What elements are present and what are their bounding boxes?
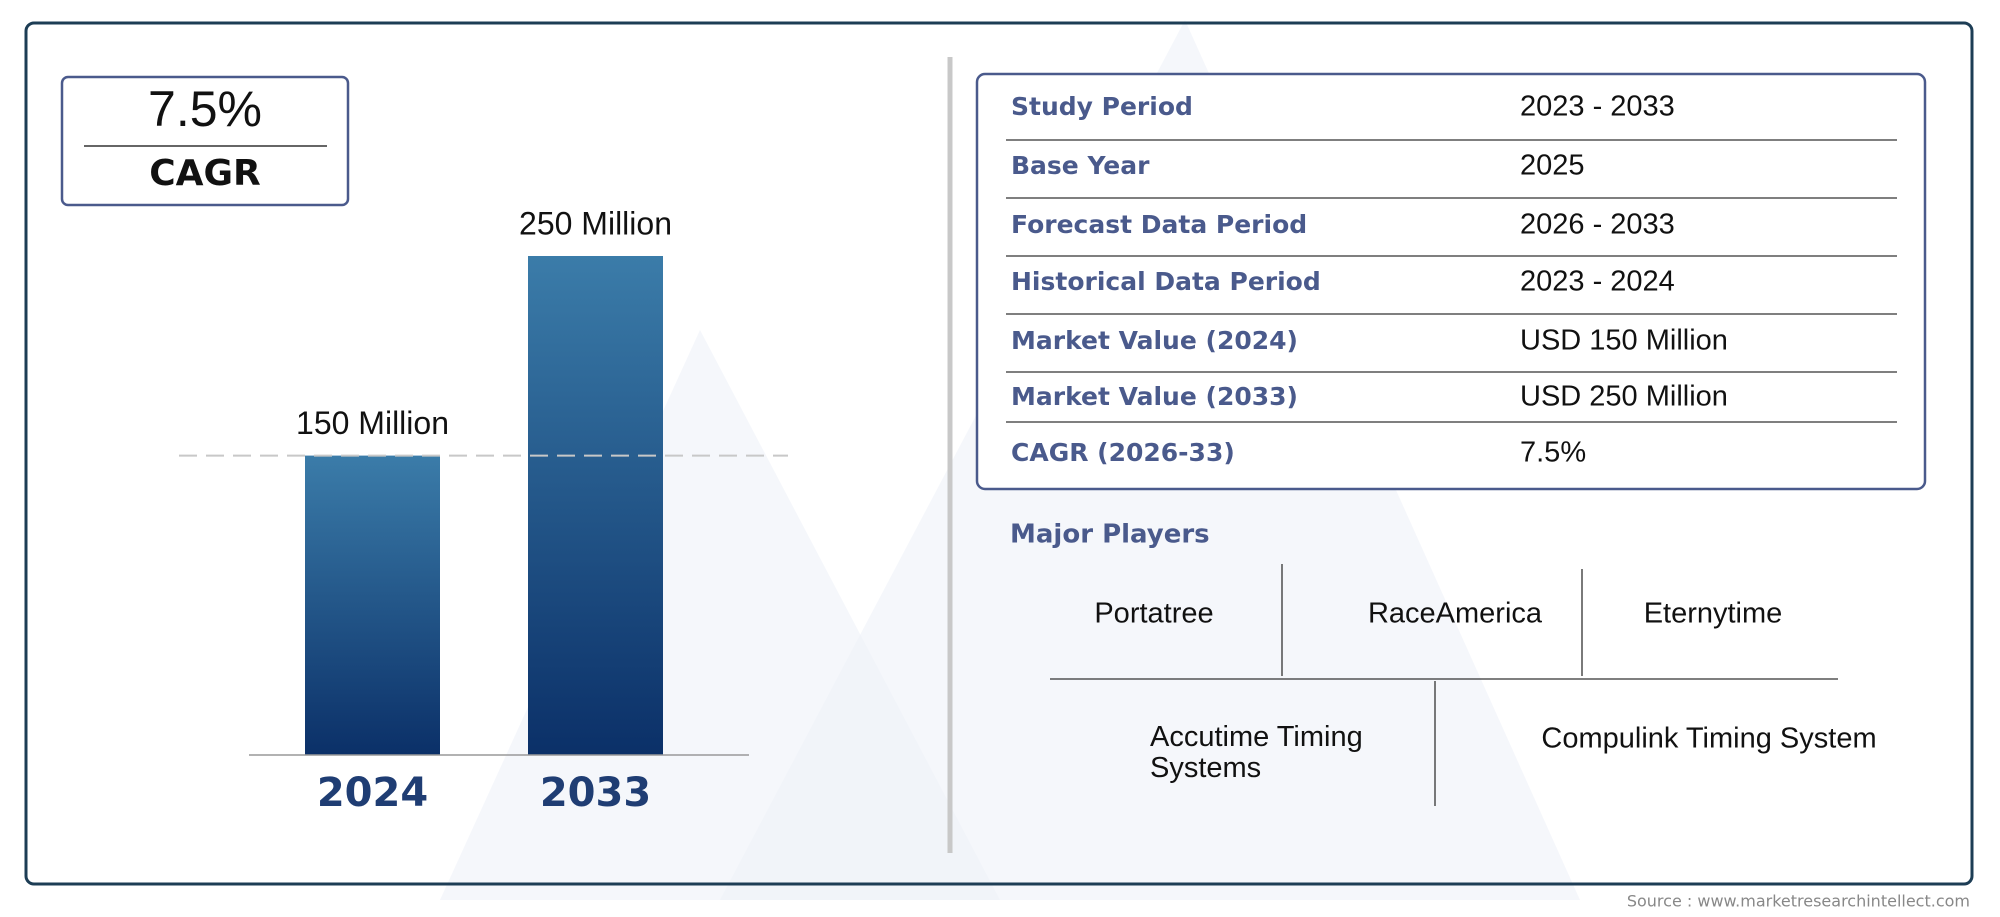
cagr-label: CAGR (149, 153, 261, 194)
row-value: 2026 - 2033 (1520, 209, 1675, 241)
bar (305, 455, 440, 755)
value-label: 250 Million (519, 205, 672, 241)
players-title: Major Players (1010, 520, 1210, 550)
outer-frame (24, 21, 1974, 886)
player: Eternytime (1644, 598, 1783, 630)
row-label: CAGR (2026-33) (1011, 438, 1235, 467)
source: Source : www.marketresearchintellect.com (1627, 892, 1970, 911)
player: Compulink Timing System (1541, 723, 1876, 755)
row-value: 7.5% (1520, 437, 1586, 469)
row-value: 2023 - 2024 (1520, 266, 1675, 298)
cagr-value: 7.5% (148, 81, 262, 137)
summary-table (975, 72, 1927, 491)
row-label: Study Period (1011, 92, 1193, 121)
x-tick-label: 2033 (540, 770, 651, 816)
row-label: Market Value (2024) (1011, 326, 1298, 355)
row-value: USD 150 Million (1520, 325, 1728, 357)
player: RaceAmerica (1368, 598, 1543, 630)
value-label: 150 Million (296, 405, 449, 441)
table-body: Study Period 2023 - 2033 Base Year 2025 Fore… (1006, 91, 1897, 469)
row-value: USD 250 Million (1520, 381, 1728, 413)
row-label: Forecast Data Period (1011, 210, 1307, 239)
player-wrap: Accutime Timing Systems (1150, 722, 1363, 784)
x-tick-label: 2024 (317, 770, 428, 816)
row-value: 2023 - 2033 (1520, 91, 1675, 123)
bar-chart: 150 Million 2024 250 Million 2033 (179, 205, 788, 816)
player: Portatree (1094, 598, 1213, 630)
cagr-box (60, 75, 350, 207)
bar (528, 256, 663, 755)
row-value: 2025 (1520, 150, 1585, 182)
player: Accutime Timing Systems (1150, 722, 1363, 784)
row-label: Base Year (1011, 151, 1150, 180)
row-label: Market Value (2033) (1011, 382, 1298, 411)
row-label: Historical Data Period (1011, 267, 1321, 296)
